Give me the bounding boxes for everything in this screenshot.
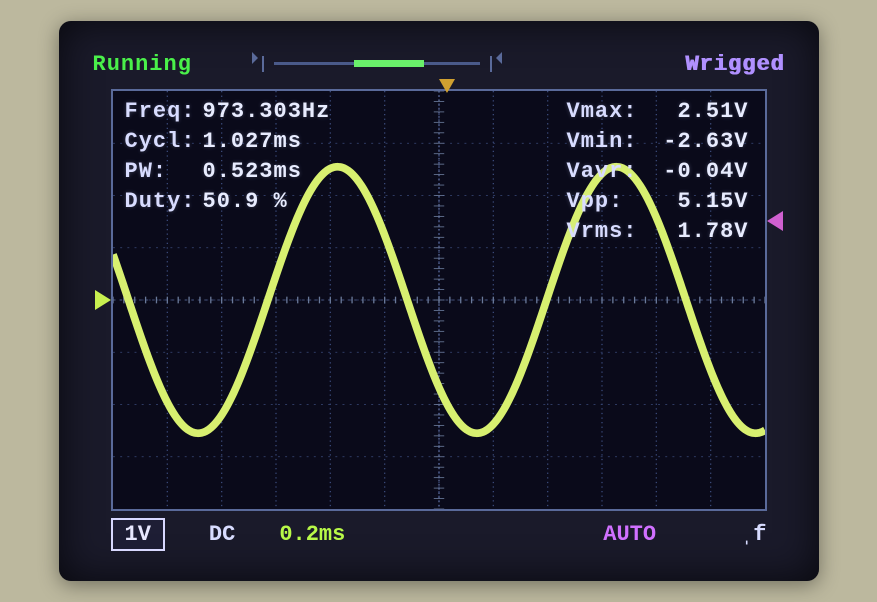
memory-depth-indicator xyxy=(262,56,492,72)
trigger-level-marker-icon xyxy=(757,211,783,231)
trigger-position-marker-icon xyxy=(439,79,455,101)
measurement-label: Vavr: xyxy=(567,157,639,187)
measurement-label: Vmax: xyxy=(567,97,639,127)
oscilloscope-bezel: Running Wrigged Freq:973.303HzCycl:1.027… xyxy=(0,0,877,602)
measurement-value: 50.9 % xyxy=(203,187,353,217)
measurement-label: Vmin: xyxy=(567,127,639,157)
measurement-label: PW: xyxy=(125,157,203,187)
volts-per-div[interactable]: 1V xyxy=(111,518,165,551)
measurement-row: PW:0.523ms xyxy=(125,157,353,187)
measurement-value: -2.63V xyxy=(639,127,749,157)
measurement-row: Vavr:-0.04V xyxy=(567,157,749,187)
measurement-value: 2.51V xyxy=(639,97,749,127)
time-per-div[interactable]: 0.2ms xyxy=(279,522,345,547)
lcd-screen: Running Wrigged Freq:973.303HzCycl:1.027… xyxy=(59,21,819,581)
measurement-row: Vmin:-2.63V xyxy=(567,127,749,157)
measurement-label: Vpp: xyxy=(567,187,639,217)
measurement-row: Freq:973.303Hz xyxy=(125,97,353,127)
ground-marker-icon xyxy=(95,290,121,310)
measurement-value: 1.027ms xyxy=(203,127,353,157)
measurement-value: 5.15V xyxy=(639,187,749,217)
measurements-right: Vmax:2.51VVmin:-2.63VVavr:-0.04VVpp:5.15… xyxy=(567,97,749,247)
coupling-mode[interactable]: DC xyxy=(209,522,235,547)
measurement-value: 1.78V xyxy=(639,217,749,247)
measurement-value: 0.523ms xyxy=(203,157,353,187)
bottom-settings-bar: 1V DC 0.2ms AUTO ˌf xyxy=(111,518,767,551)
measurement-row: Vmax:2.51V xyxy=(567,97,749,127)
measurement-value: -0.04V xyxy=(639,157,749,187)
measurements-left: Freq:973.303HzCycl:1.027msPW:0.523msDuty… xyxy=(125,97,353,217)
top-status-bar: Running Wrigged xyxy=(93,49,785,79)
measurement-row: Duty:50.9 % xyxy=(125,187,353,217)
trigger-status: Wrigged xyxy=(685,52,784,77)
measurement-value: 973.303Hz xyxy=(203,97,353,127)
measurement-label: Duty: xyxy=(125,187,203,217)
measurement-label: Cycl: xyxy=(125,127,203,157)
acquisition-status: Running xyxy=(93,52,192,77)
measurement-label: Freq: xyxy=(125,97,203,127)
measurement-row: Vpp:5.15V xyxy=(567,187,749,217)
trigger-edge-icon[interactable]: ˌf xyxy=(740,522,766,547)
measurement-row: Vrms:1.78V xyxy=(567,217,749,247)
measurement-label: Vrms: xyxy=(567,217,639,247)
trigger-mode[interactable]: AUTO xyxy=(603,522,656,547)
measurement-row: Cycl:1.027ms xyxy=(125,127,353,157)
